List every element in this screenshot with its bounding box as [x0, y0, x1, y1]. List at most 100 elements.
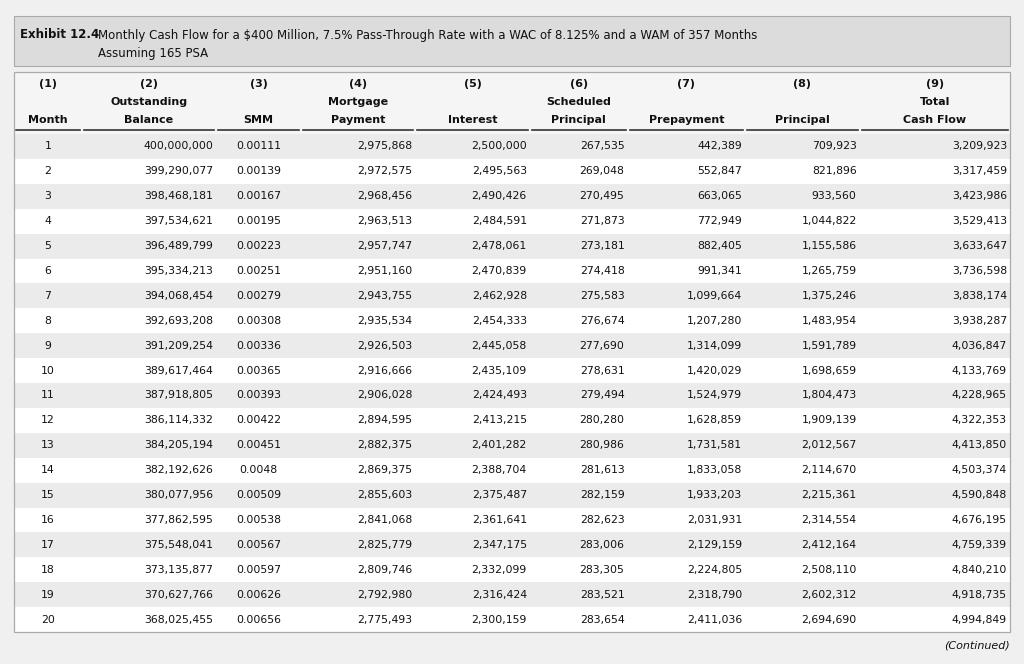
Text: 2,031,931: 2,031,931	[687, 515, 742, 525]
Text: 2,926,503: 2,926,503	[357, 341, 413, 351]
Text: 281,613: 281,613	[580, 465, 625, 475]
Text: 1,698,659: 1,698,659	[802, 366, 857, 376]
Text: 2,412,164: 2,412,164	[802, 540, 857, 550]
Text: 18: 18	[41, 565, 54, 575]
Text: 2,809,746: 2,809,746	[357, 565, 413, 575]
Text: 1,099,664: 1,099,664	[687, 291, 742, 301]
Text: 2,484,591: 2,484,591	[472, 216, 527, 226]
Text: 275,583: 275,583	[580, 291, 625, 301]
Text: 2,916,666: 2,916,666	[357, 366, 413, 376]
Text: (9): (9)	[926, 79, 944, 89]
Bar	[14, 383, 1010, 408]
Text: 2,943,755: 2,943,755	[357, 291, 413, 301]
Bar	[14, 333, 1010, 358]
Text: 4,918,735: 4,918,735	[952, 590, 1007, 600]
Text: Interest: Interest	[447, 115, 498, 125]
Text: 20: 20	[41, 615, 55, 625]
Text: 2,495,563: 2,495,563	[472, 167, 527, 177]
Text: 882,405: 882,405	[697, 241, 742, 251]
Text: 1,833,058: 1,833,058	[687, 465, 742, 475]
Bar	[14, 457, 1010, 483]
Text: 1,044,822: 1,044,822	[802, 216, 857, 226]
Text: 1,155,586: 1,155,586	[802, 241, 857, 251]
Text: 1,483,954: 1,483,954	[802, 316, 857, 326]
Text: 2,215,361: 2,215,361	[802, 490, 857, 500]
Text: 772,949: 772,949	[697, 216, 742, 226]
Text: (2): (2)	[140, 79, 158, 89]
Text: 2,224,805: 2,224,805	[687, 565, 742, 575]
Text: Cash Flow: Cash Flow	[903, 115, 967, 125]
Text: 2,347,175: 2,347,175	[472, 540, 527, 550]
Text: 17: 17	[41, 540, 54, 550]
Text: 3,317,459: 3,317,459	[952, 167, 1007, 177]
Text: 4,133,769: 4,133,769	[952, 366, 1007, 376]
Text: 280,280: 280,280	[580, 416, 625, 426]
Text: 0.00336: 0.00336	[236, 341, 281, 351]
Text: 2,775,493: 2,775,493	[357, 615, 413, 625]
Text: 3,838,174: 3,838,174	[952, 291, 1007, 301]
Text: 2,316,424: 2,316,424	[472, 590, 527, 600]
Text: 399,290,077: 399,290,077	[144, 167, 213, 177]
Text: 1,375,246: 1,375,246	[802, 291, 857, 301]
Text: 391,209,254: 391,209,254	[144, 341, 213, 351]
Text: Outstanding: Outstanding	[111, 97, 187, 107]
Text: 2,114,670: 2,114,670	[802, 465, 857, 475]
Text: 2,435,109: 2,435,109	[472, 366, 527, 376]
Text: 3,209,923: 3,209,923	[951, 141, 1007, 151]
Text: 373,135,877: 373,135,877	[144, 565, 213, 575]
Text: 3,938,287: 3,938,287	[952, 316, 1007, 326]
Text: Total: Total	[920, 97, 950, 107]
Text: 0.00451: 0.00451	[236, 440, 281, 450]
Text: 933,560: 933,560	[812, 191, 857, 201]
Text: 280,986: 280,986	[580, 440, 625, 450]
Text: 2,300,159: 2,300,159	[472, 615, 527, 625]
Text: 2,825,779: 2,825,779	[357, 540, 413, 550]
Bar	[14, 159, 1010, 184]
Text: 2,129,159: 2,129,159	[687, 540, 742, 550]
Bar	[14, 607, 1010, 632]
Text: 2,841,068: 2,841,068	[357, 515, 413, 525]
Text: 0.00509: 0.00509	[236, 490, 281, 500]
Text: 8: 8	[44, 316, 51, 326]
Text: 397,534,621: 397,534,621	[144, 216, 213, 226]
Text: 4,590,848: 4,590,848	[951, 490, 1007, 500]
Text: 5: 5	[44, 241, 51, 251]
Text: 2: 2	[44, 167, 51, 177]
Text: 394,068,454: 394,068,454	[144, 291, 213, 301]
Bar	[14, 358, 1010, 383]
Text: 2,012,567: 2,012,567	[802, 440, 857, 450]
Text: 2,388,704: 2,388,704	[472, 465, 527, 475]
Text: 277,690: 277,690	[580, 341, 625, 351]
Text: 2,602,312: 2,602,312	[802, 590, 857, 600]
Text: 271,873: 271,873	[580, 216, 625, 226]
Bar	[14, 308, 1010, 333]
Bar	[14, 234, 1010, 258]
Text: 1: 1	[44, 141, 51, 151]
Text: 0.00538: 0.00538	[236, 515, 281, 525]
Text: 7: 7	[44, 291, 51, 301]
Text: 382,192,626: 382,192,626	[144, 465, 213, 475]
Text: 270,495: 270,495	[580, 191, 625, 201]
Bar	[14, 72, 1010, 632]
Text: 0.00195: 0.00195	[236, 216, 281, 226]
Text: 2,792,980: 2,792,980	[357, 590, 413, 600]
Bar	[14, 208, 1010, 234]
Text: 2,951,160: 2,951,160	[357, 266, 413, 276]
Text: 0.00139: 0.00139	[236, 167, 281, 177]
Text: 395,334,213: 395,334,213	[144, 266, 213, 276]
Text: 1,524,979: 1,524,979	[687, 390, 742, 400]
Bar	[14, 533, 1010, 557]
Text: 392,693,208: 392,693,208	[144, 316, 213, 326]
Text: 267,535: 267,535	[580, 141, 625, 151]
Text: 1,804,473: 1,804,473	[802, 390, 857, 400]
Text: 2,500,000: 2,500,000	[471, 141, 527, 151]
Bar	[14, 184, 1010, 208]
Text: 0.00308: 0.00308	[236, 316, 281, 326]
Text: 1,731,581: 1,731,581	[687, 440, 742, 450]
Text: 0.00656: 0.00656	[236, 615, 281, 625]
Text: Principal: Principal	[551, 115, 606, 125]
Bar	[14, 408, 1010, 433]
Text: 3,633,647: 3,633,647	[952, 241, 1007, 251]
Text: 3: 3	[44, 191, 51, 201]
Text: Balance: Balance	[124, 115, 173, 125]
